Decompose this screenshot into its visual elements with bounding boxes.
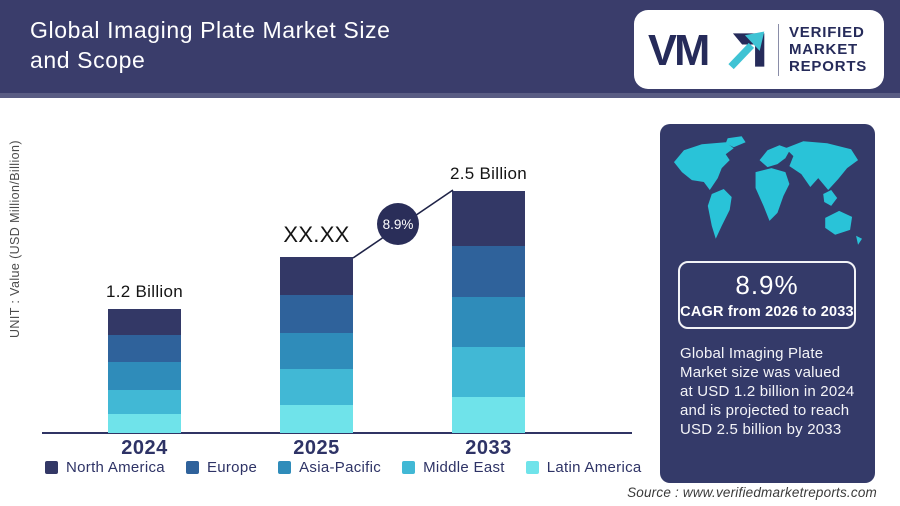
legend-item-middle-east: Middle East	[402, 459, 505, 476]
vmr-logo-r-arrow	[728, 31, 765, 69]
bar-2024	[108, 309, 181, 433]
brand-line-3: REPORTS	[789, 58, 868, 75]
world-map	[668, 134, 867, 252]
vmr-logo: VM VERIFIED MARKET REPORTS	[634, 10, 884, 89]
legend-label: North America	[66, 459, 165, 476]
legend-label: Europe	[206, 459, 258, 476]
page-title-line1: Global Imaging Plate Market Size	[30, 17, 391, 43]
y-axis-label: UNIT : Value (USD Million/Billion)	[8, 140, 22, 338]
bar-2033	[452, 191, 525, 433]
legend-swatch	[45, 461, 58, 474]
x-tick-label: 2025	[293, 437, 340, 459]
vmr-logo-letters: VM	[648, 26, 708, 74]
source-attribution: Source : www.verifiedmarketreports.com	[627, 485, 877, 500]
x-axis-line	[42, 432, 632, 434]
legend-swatch	[525, 461, 539, 474]
bar-value-label: XX.XX	[283, 222, 350, 247]
cagr-value: 8.9%	[735, 270, 799, 300]
page-title: Global Imaging Plate Market Size and Sco…	[30, 15, 391, 75]
cagr-caption: CAGR from 2026 to 2033	[680, 304, 854, 320]
world-map-icon	[673, 136, 863, 245]
cagr-box: 8.9% CAGR from 2026 to 2033	[678, 261, 856, 329]
legend-item-asia-pacific: Asia-Pacific	[278, 459, 381, 476]
brand-text: VERIFIED MARKET REPORTS	[789, 24, 867, 75]
side-panel: 8.9% CAGR from 2026 to 2033 Global Imagi…	[660, 124, 875, 483]
legend-swatch	[402, 461, 416, 474]
legend-label: Asia-Pacific	[299, 459, 382, 476]
segment-latin-america	[452, 397, 525, 433]
segment-latin-america	[280, 405, 353, 433]
legend-swatch	[185, 461, 199, 474]
market-description: Global Imaging Plate Market size was val…	[680, 345, 855, 438]
bar-value-label: 1.2 Billion	[105, 282, 183, 301]
segment-asia-pacific	[280, 333, 353, 369]
segment-middle-east	[108, 390, 181, 414]
segment-north-america	[452, 191, 525, 246]
segment-middle-east	[452, 347, 525, 397]
segment-asia-pacific	[452, 297, 525, 347]
bar-2025	[280, 257, 353, 433]
bar-value-label: 2.5 Billion	[449, 164, 527, 183]
legend-item-europe: Europe	[185, 459, 258, 476]
legend: North America Europe Asia-Pacific Middle Ea…	[45, 459, 642, 476]
brand-line-1: VERIFIED	[789, 24, 865, 41]
legend-label: Middle East	[423, 459, 505, 476]
legend-swatch	[278, 461, 292, 474]
x-tick-label: 2033	[465, 437, 512, 459]
logo-divider	[778, 23, 779, 76]
legend-label: Latin America	[546, 459, 642, 476]
cagr-badge-label: 8.9%	[383, 217, 414, 232]
segment-latin-america	[108, 414, 181, 433]
page-title-line2: and Scope	[30, 47, 146, 73]
legend-item-latin-america: Latin America	[525, 459, 642, 476]
segment-europe	[280, 295, 353, 333]
segment-europe	[452, 246, 525, 297]
segment-middle-east	[280, 369, 353, 405]
segment-north-america	[108, 309, 181, 335]
header-band: Global Imaging Plate Market Size and Sco…	[0, 0, 900, 98]
vmr-logo-mark-icon: VM	[648, 26, 765, 74]
legend-item-north-america: North America	[45, 459, 165, 476]
segment-asia-pacific	[108, 362, 181, 390]
x-tick-label: 2024	[121, 437, 168, 459]
segment-north-america	[280, 257, 353, 295]
brand-line-2: MARKET	[789, 41, 858, 58]
segment-europe	[108, 335, 181, 362]
